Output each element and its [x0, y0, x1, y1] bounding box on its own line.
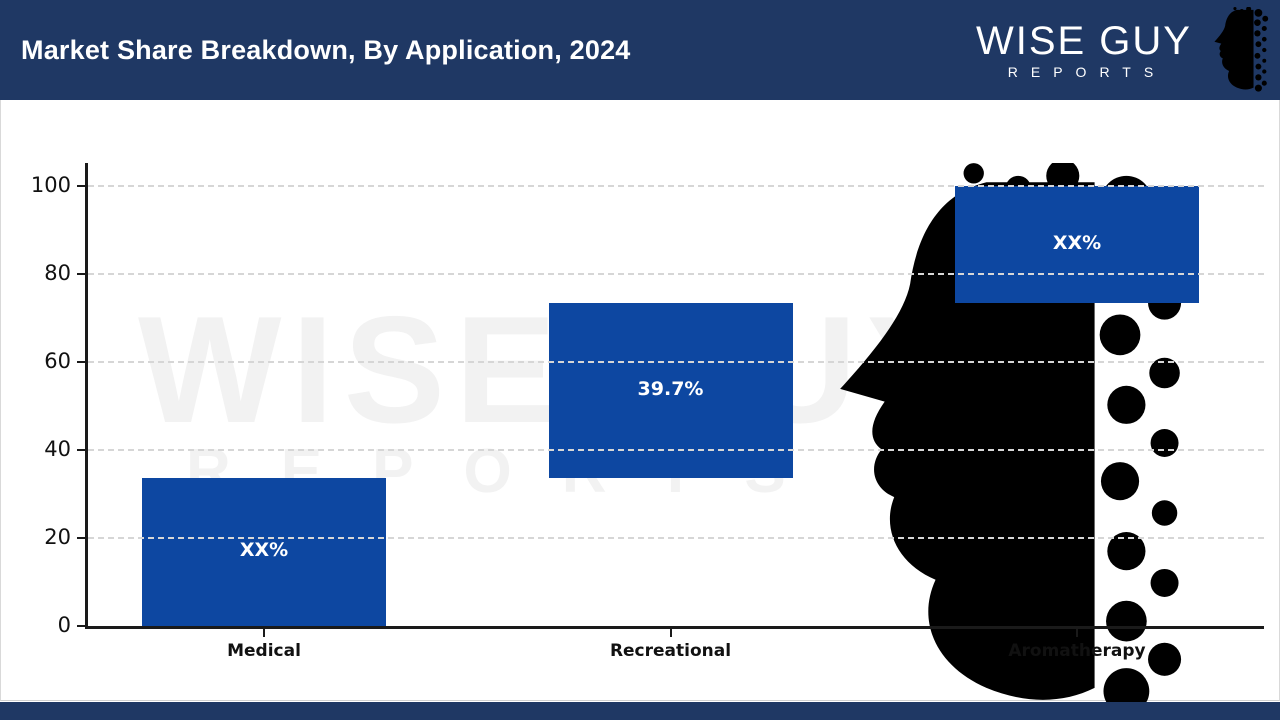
- logo-wordmark: WISE GUY REPORTS: [976, 21, 1192, 80]
- y-tick-label: 40: [44, 437, 71, 461]
- y-tick-label: 60: [44, 349, 71, 373]
- y-tick-label: 0: [57, 613, 71, 637]
- category-label: Medical: [227, 641, 301, 661]
- bar-value-label: XX%: [239, 539, 289, 562]
- category-label: Recreational: [609, 641, 732, 661]
- header-bar: Market Share Breakdown, By Application, …: [0, 0, 1280, 100]
- y-tick-mark: [77, 273, 85, 275]
- x-axis: [85, 626, 1264, 629]
- y-axis: [85, 163, 88, 629]
- wiseguy-face-icon: [1196, 7, 1270, 93]
- page-title: Market Share Breakdown, By Application, …: [21, 34, 631, 65]
- gridline: [88, 449, 1264, 451]
- gridline: [88, 185, 1264, 187]
- y-tick-label: 80: [44, 261, 71, 285]
- y-tick-mark: [77, 449, 85, 451]
- category-label: Aromatherapy: [1008, 641, 1146, 661]
- wiseguy-logo: WISE GUY REPORTS: [976, 7, 1280, 93]
- y-tick-mark: [77, 185, 85, 187]
- gridline: [88, 537, 1264, 539]
- bar: [955, 186, 1199, 304]
- y-tick-mark: [77, 361, 85, 363]
- gridline: [88, 361, 1264, 363]
- footer-bar: [0, 702, 1280, 720]
- y-tick-label: 100: [30, 173, 71, 197]
- bar: [142, 478, 386, 626]
- x-tick-mark: [1076, 629, 1078, 637]
- x-tick-mark: [669, 629, 672, 637]
- y-tick-mark: [77, 537, 85, 539]
- y-tick-mark: [77, 625, 85, 627]
- bar-value-label: 39.7%: [637, 377, 704, 400]
- gridline: [88, 273, 1264, 275]
- x-tick-mark: [263, 629, 265, 637]
- bar-value-label: XX%: [1052, 231, 1102, 254]
- y-tick-label: 20: [44, 525, 71, 549]
- logo-line2: REPORTS: [1007, 63, 1167, 80]
- logo-line1: WISE GUY: [975, 18, 1192, 63]
